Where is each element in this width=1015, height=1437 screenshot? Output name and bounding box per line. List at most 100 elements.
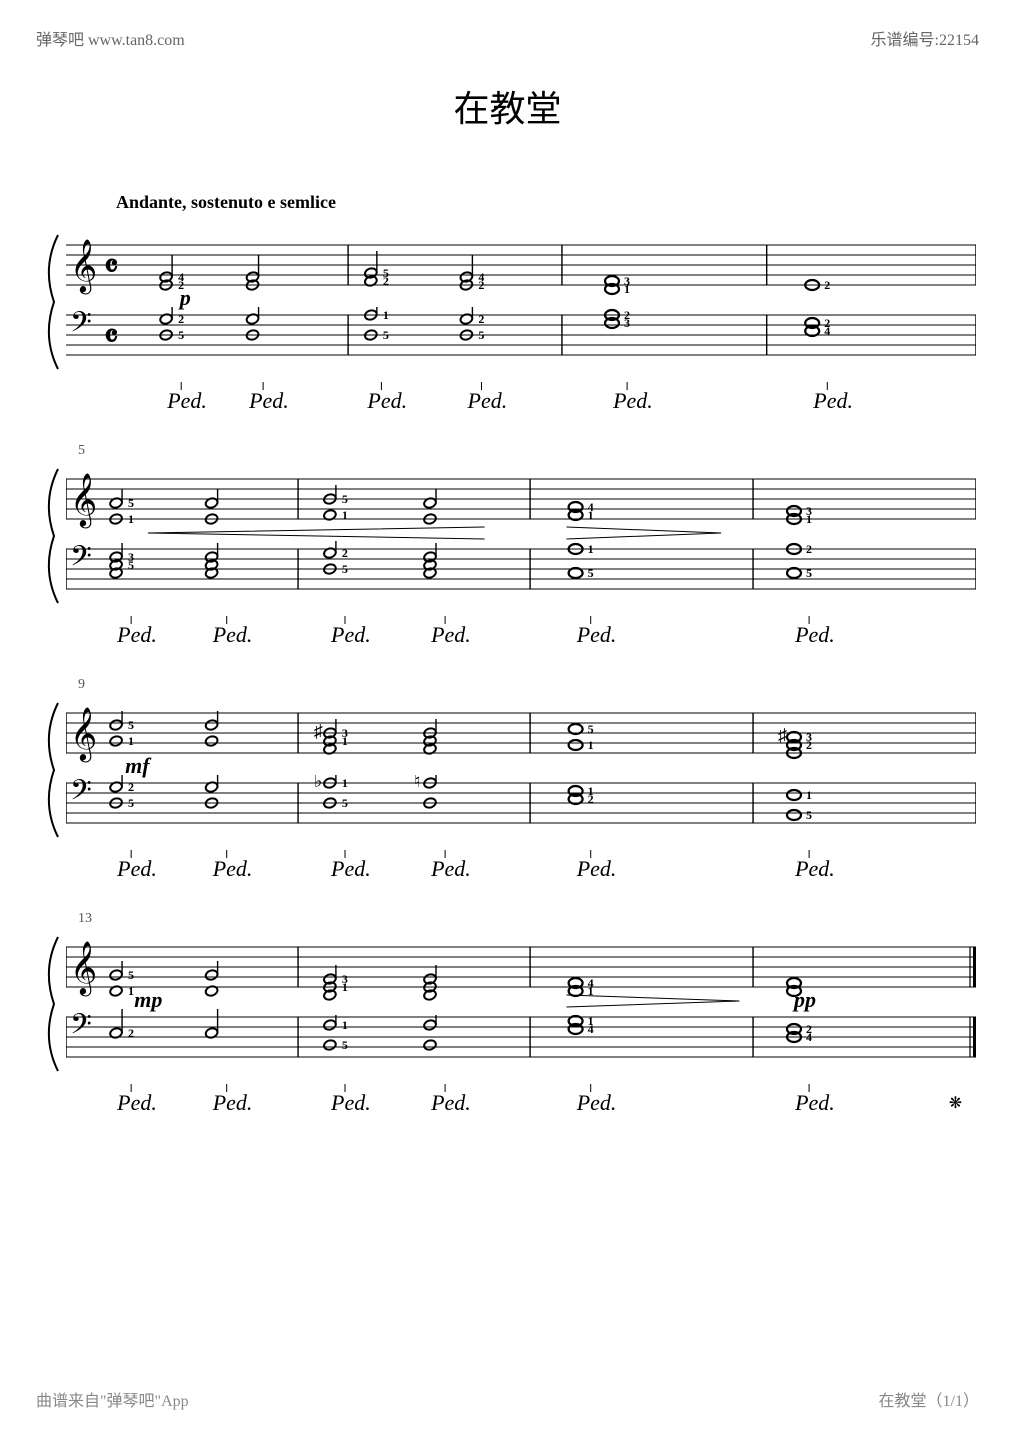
svg-text:Ped.: Ped. bbox=[330, 622, 371, 647]
measure-number: 9 bbox=[78, 677, 85, 693]
svg-text:Ped.: Ped. bbox=[116, 856, 157, 881]
svg-text:Ped.: Ped. bbox=[467, 388, 508, 413]
measure-number: 5 bbox=[78, 443, 85, 459]
svg-text:♭: ♭ bbox=[314, 775, 323, 791]
svg-text:2: 2 bbox=[128, 1026, 134, 1040]
svg-text:1: 1 bbox=[806, 788, 812, 802]
svg-text:Ped.: Ped. bbox=[248, 388, 289, 413]
svg-text:5: 5 bbox=[342, 796, 348, 810]
svg-text:Ped.: Ped. bbox=[794, 622, 835, 647]
svg-text:Ped.: Ped. bbox=[794, 856, 835, 881]
svg-text:5: 5 bbox=[178, 328, 184, 342]
bass-staff: 𝄢2151424 bbox=[66, 1009, 979, 1065]
pedal-row: Ped. Ped. Ped. Ped. Ped. Ped. bbox=[36, 850, 976, 884]
svg-text:2: 2 bbox=[178, 312, 184, 326]
svg-text:𝄞: 𝄞 bbox=[70, 941, 97, 996]
svg-text:5: 5 bbox=[128, 796, 134, 810]
svg-text:1: 1 bbox=[342, 508, 348, 522]
svg-text:Ped.: Ped. bbox=[212, 622, 253, 647]
svg-text:1: 1 bbox=[342, 980, 348, 994]
system-2: 5 𝄞51514131𝄢35251525Ped.Ped.Ped.Ped.Ped.… bbox=[36, 461, 979, 655]
svg-text:❋: ❋ bbox=[949, 1095, 962, 1112]
bass-staff: 𝄢35251525 bbox=[66, 541, 979, 597]
svg-text:1: 1 bbox=[128, 984, 134, 998]
svg-text:5: 5 bbox=[128, 718, 134, 732]
svg-text:2: 2 bbox=[178, 278, 184, 292]
svg-text:2: 2 bbox=[806, 738, 812, 752]
measure-number: 13 bbox=[78, 911, 92, 927]
svg-text:5: 5 bbox=[342, 1038, 348, 1052]
footer-page: 在教堂（1/1） bbox=[879, 1387, 979, 1411]
svg-text:Ped.: Ped. bbox=[166, 388, 207, 413]
svg-text:4: 4 bbox=[806, 1030, 812, 1044]
svg-text:Ped.: Ped. bbox=[576, 622, 617, 647]
system-3: 9 𝄞51♯3151♯32mf𝄢25♭15♮1215Ped.Ped.Ped.Pe… bbox=[36, 695, 979, 889]
grand-staff-brace bbox=[36, 461, 66, 616]
svg-text:𝄢: 𝄢 bbox=[70, 1010, 92, 1047]
system-1: 𝄞𝄴425242312p𝄢𝄴2515252324Ped.Ped.Ped.Ped.… bbox=[36, 227, 979, 421]
svg-text:1: 1 bbox=[342, 1018, 348, 1032]
svg-text:Ped.: Ped. bbox=[366, 388, 407, 413]
svg-text:1: 1 bbox=[342, 776, 348, 790]
svg-text:Ped.: Ped. bbox=[812, 388, 853, 413]
svg-text:5: 5 bbox=[588, 566, 594, 580]
treble-staff: 𝄞51514131 bbox=[66, 471, 979, 527]
svg-text:♯: ♯ bbox=[314, 721, 323, 741]
svg-text:1: 1 bbox=[383, 308, 389, 322]
svg-text:2: 2 bbox=[824, 278, 830, 292]
svg-text:Ped.: Ped. bbox=[330, 856, 371, 881]
svg-text:Ped.: Ped. bbox=[430, 1090, 471, 1115]
svg-text:𝄢: 𝄢 bbox=[70, 776, 92, 813]
svg-text:𝄢: 𝄢 bbox=[70, 308, 92, 345]
score-title: 在教堂 bbox=[0, 80, 1015, 132]
svg-text:4: 4 bbox=[588, 1022, 594, 1036]
svg-text:3: 3 bbox=[624, 316, 630, 330]
svg-text:2: 2 bbox=[478, 278, 484, 292]
svg-text:5: 5 bbox=[588, 722, 594, 736]
svg-text:♯: ♯ bbox=[778, 725, 787, 745]
svg-text:1: 1 bbox=[342, 734, 348, 748]
svg-text:1: 1 bbox=[128, 734, 134, 748]
svg-text:5: 5 bbox=[383, 328, 389, 342]
svg-text:𝄞: 𝄞 bbox=[70, 239, 97, 294]
svg-text:𝄴: 𝄴 bbox=[104, 248, 118, 284]
svg-text:5: 5 bbox=[806, 808, 812, 822]
grand-staff-brace bbox=[36, 929, 66, 1084]
svg-text:Ped.: Ped. bbox=[430, 856, 471, 881]
svg-text:2: 2 bbox=[806, 542, 812, 556]
pedal-row: Ped. Ped. Ped. Ped. Ped. Ped. bbox=[36, 382, 976, 416]
svg-text:2: 2 bbox=[128, 780, 134, 794]
svg-text:Ped.: Ped. bbox=[116, 622, 157, 647]
svg-text:𝄞: 𝄞 bbox=[70, 473, 97, 528]
page-footer: 曲谱来自"弹琴吧"App 在教堂（1/1） bbox=[36, 1387, 979, 1411]
page-header: 弹琴吧 www.tan8.com 乐谱编号:22154 bbox=[0, 0, 1015, 50]
svg-text:♮: ♮ bbox=[414, 775, 420, 791]
svg-text:1: 1 bbox=[588, 738, 594, 752]
svg-text:5: 5 bbox=[342, 492, 348, 506]
svg-text:Ped.: Ped. bbox=[212, 1090, 253, 1115]
site-label: 弹琴吧 www.tan8.com bbox=[36, 26, 185, 50]
svg-text:Ped.: Ped. bbox=[794, 1090, 835, 1115]
grand-staff-brace bbox=[36, 695, 66, 850]
score-id: 乐谱编号:22154 bbox=[871, 26, 979, 50]
svg-text:𝄢: 𝄢 bbox=[70, 542, 92, 579]
footer-source: 曲谱来自"弹琴吧"App bbox=[36, 1387, 189, 1411]
score-body: 𝄞𝄴425242312p𝄢𝄴2515252324Ped.Ped.Ped.Ped.… bbox=[0, 227, 1015, 1123]
svg-text:1: 1 bbox=[588, 542, 594, 556]
svg-text:Ped.: Ped. bbox=[212, 856, 253, 881]
treble-staff: 𝄞51♯3151♯32 bbox=[66, 705, 979, 761]
svg-text:1: 1 bbox=[624, 282, 630, 296]
pedal-row: Ped. Ped. Ped. Ped. Ped. Ped. ❋ bbox=[36, 1084, 976, 1118]
svg-text:4: 4 bbox=[824, 324, 830, 338]
svg-text:2: 2 bbox=[342, 546, 348, 560]
svg-text:Ped.: Ped. bbox=[330, 1090, 371, 1115]
system-4: 13 𝄞513141mppp𝄢2151424Ped.Ped.Ped.Ped.Pe… bbox=[36, 929, 979, 1123]
svg-text:Ped.: Ped. bbox=[576, 1090, 617, 1115]
svg-text:Ped.: Ped. bbox=[612, 388, 653, 413]
svg-text:Ped.: Ped. bbox=[576, 856, 617, 881]
pedal-row: Ped.Ped.Ped.Ped.Ped.Ped. bbox=[36, 616, 976, 650]
svg-text:5: 5 bbox=[806, 566, 812, 580]
tempo-marking: Andante, sostenuto e semlice bbox=[116, 192, 1015, 213]
bass-staff: 𝄢25♭15♮1215 bbox=[66, 775, 979, 831]
svg-text:Ped.: Ped. bbox=[116, 1090, 157, 1115]
